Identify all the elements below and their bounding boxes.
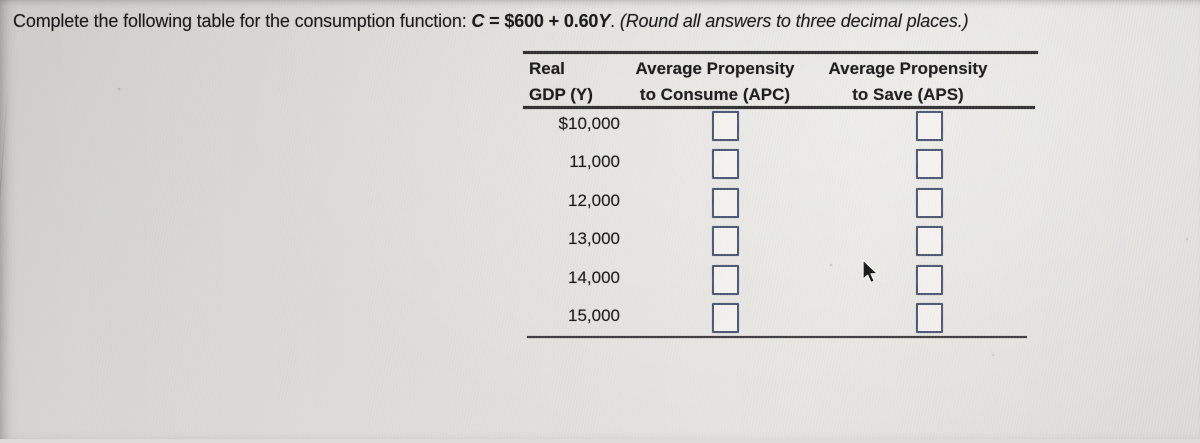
- aps-input[interactable]: [916, 302, 943, 333]
- header-real-gdp: Real GDP (Y): [529, 56, 639, 108]
- header-apc: Average Propensity to Consume (APC): [585, 56, 845, 108]
- header-aps: Average Propensity to Save (APS): [778, 56, 1038, 108]
- gdp-value: 11,000: [569, 152, 620, 172]
- dust-specks: [0, 0, 2, 2]
- table-body: $10,000 11,000 12,000 13,000 14,000 15,0…: [523, 109, 1035, 339]
- table-row: 14,000: [523, 263, 1035, 301]
- table-row: 12,000: [523, 186, 1035, 224]
- gdp-value: 13,000: [568, 229, 620, 249]
- problem-statement-lead: Complete the following table for the con…: [13, 11, 472, 31]
- apc-input[interactable]: [712, 187, 739, 218]
- equation-period: .: [610, 11, 620, 31]
- screen-fold-line: [0, 91, 8, 443]
- header-aps-line2: to Save (APS): [852, 85, 964, 104]
- apc-input[interactable]: [712, 111, 739, 141]
- header-apc-line2: to Consume (APC): [639, 85, 791, 104]
- apc-input[interactable]: [712, 226, 739, 257]
- consumption-equation: = $600 + 0.60: [484, 11, 599, 31]
- header-apc-line1: Average Propensity: [635, 59, 795, 78]
- header-real-gdp-line1: Real: [529, 59, 565, 78]
- aps-input[interactable]: [916, 111, 943, 141]
- header-aps-line1: Average Propensity: [828, 59, 988, 78]
- header-real-gdp-line2: GDP (Y): [529, 85, 593, 104]
- aps-input[interactable]: [916, 226, 943, 257]
- income-symbol: Y: [598, 11, 611, 31]
- gdp-value: 15,000: [568, 305, 620, 325]
- apc-input[interactable]: [712, 264, 739, 295]
- apc-input[interactable]: [712, 149, 739, 180]
- consumption-symbol: C: [471, 11, 485, 31]
- gdp-value: 12,000: [568, 190, 620, 210]
- table-row: $10,000: [523, 109, 1035, 147]
- table-header-rule: [523, 106, 1035, 109]
- gdp-value: 14,000: [568, 267, 620, 287]
- apc-input[interactable]: [712, 302, 739, 333]
- table-bottom-rule: [527, 336, 1027, 338]
- aps-input[interactable]: [916, 264, 943, 295]
- rounding-note: (Round all answers to three decimal plac…: [619, 11, 969, 31]
- problem-statement: Complete the following table for the con…: [13, 11, 1073, 32]
- table-top-rule: [523, 51, 1038, 54]
- aps-input[interactable]: [916, 187, 943, 218]
- table-row: 13,000: [523, 224, 1035, 262]
- aps-input[interactable]: [916, 149, 943, 180]
- table-row: 15,000: [523, 301, 1035, 339]
- gdp-value: $10,000: [558, 114, 620, 133]
- table-row: 11,000: [523, 147, 1035, 185]
